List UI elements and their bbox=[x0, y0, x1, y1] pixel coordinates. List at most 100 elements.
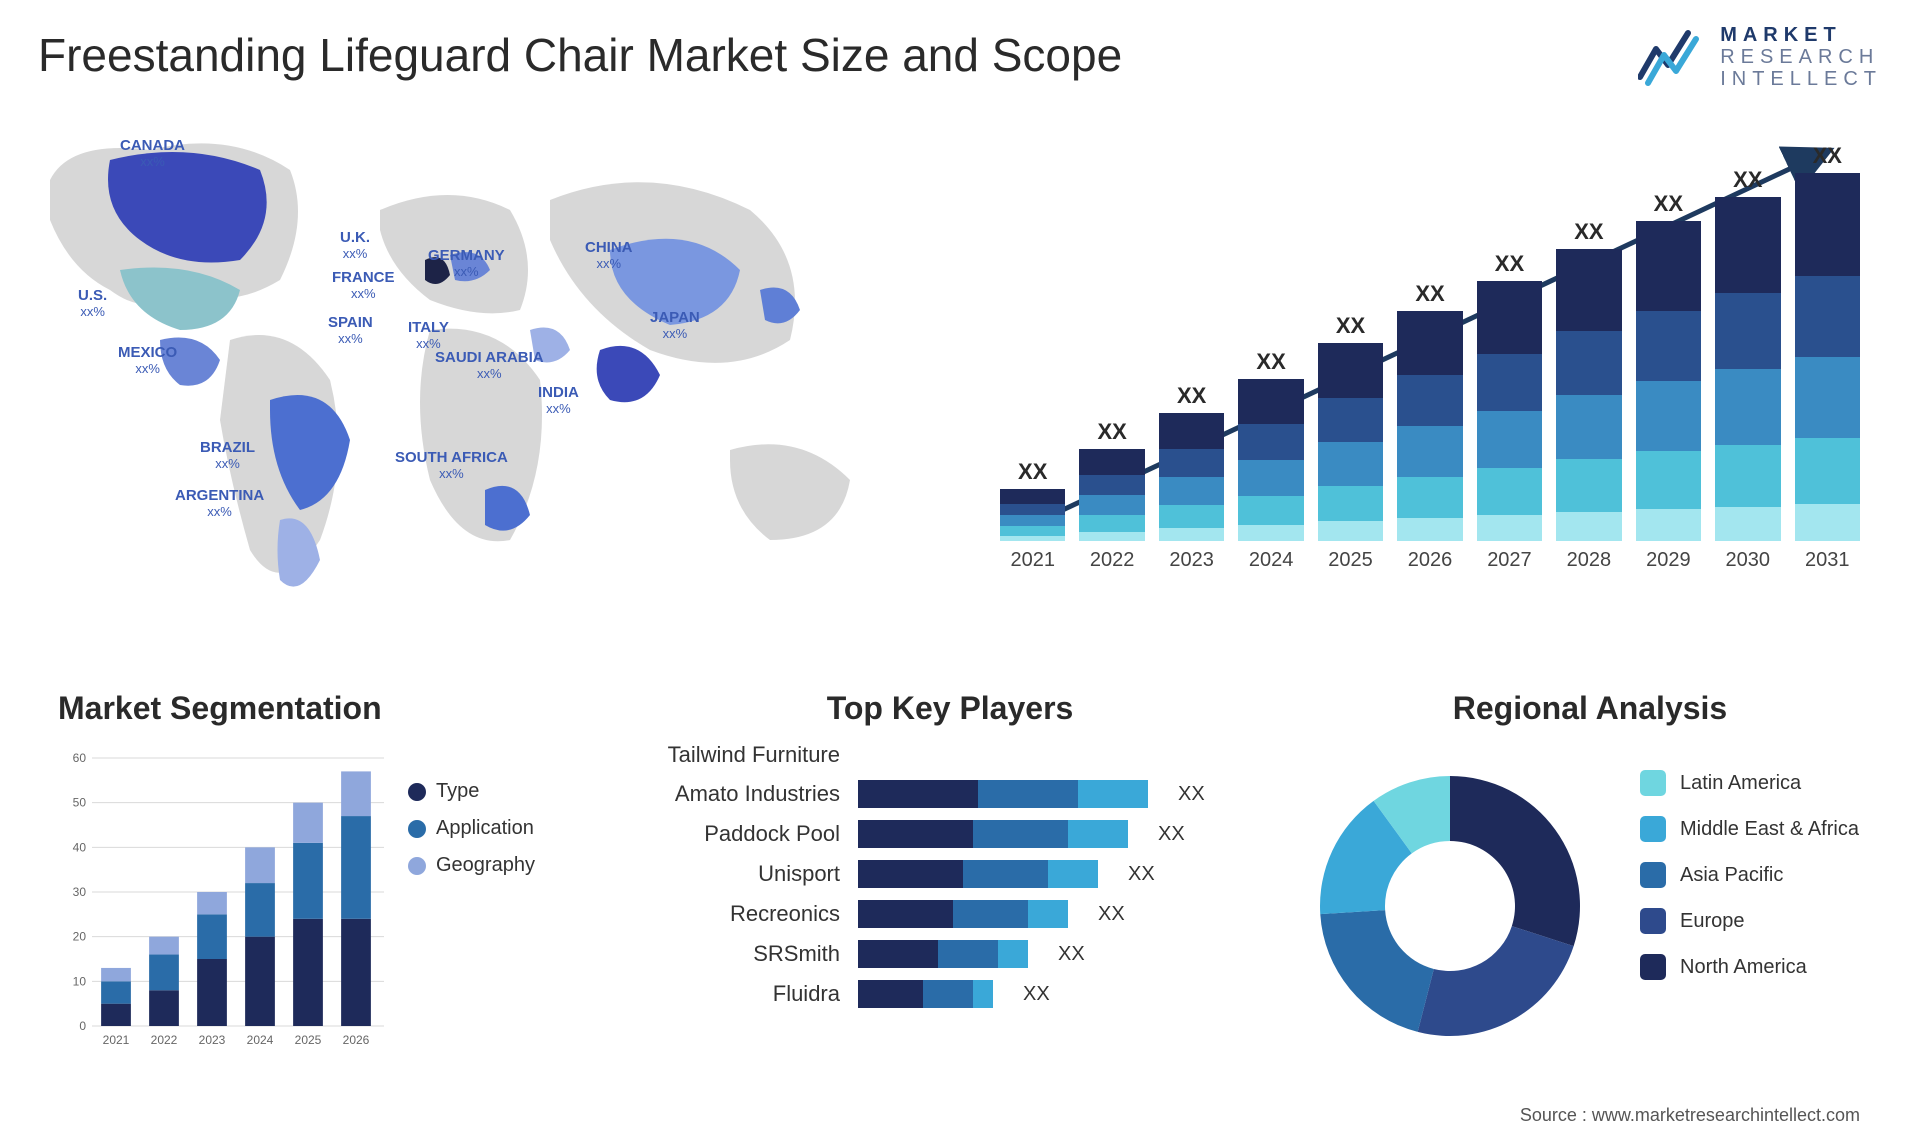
bar-value-label: XX bbox=[1654, 191, 1683, 217]
bar-segment bbox=[1397, 518, 1462, 541]
key-player-row: Tailwind Furniture bbox=[620, 742, 1280, 768]
map-label: FRANCExx% bbox=[332, 270, 395, 301]
bar-segment bbox=[1795, 357, 1860, 438]
key-player-value: XX bbox=[1128, 863, 1155, 886]
bar-year-label: 2026 bbox=[1408, 549, 1453, 572]
growth-bar: XX 2024 bbox=[1238, 349, 1303, 572]
donut-slice bbox=[1450, 776, 1580, 946]
key-player-label: Recreonics bbox=[620, 901, 840, 927]
legend-label: Asia Pacific bbox=[1680, 864, 1783, 887]
logo-text-1: MARKET bbox=[1720, 24, 1882, 46]
bar-segment bbox=[858, 900, 953, 928]
svg-text:2025: 2025 bbox=[295, 1033, 322, 1047]
bar-segment bbox=[1556, 512, 1621, 541]
bar-segment bbox=[1636, 311, 1701, 381]
key-player-label: Unisport bbox=[620, 861, 840, 887]
key-player-row: Unisport XX bbox=[620, 860, 1280, 888]
growth-bar: XX 2030 bbox=[1715, 167, 1780, 572]
page-title: Freestanding Lifeguard Chair Market Size… bbox=[38, 28, 1122, 82]
growth-bar: XX2025 bbox=[1318, 313, 1383, 572]
growth-bar: XX2027 bbox=[1477, 251, 1542, 572]
bar-segment bbox=[973, 820, 1068, 848]
key-player-label: Tailwind Furniture bbox=[620, 742, 840, 768]
key-player-bar bbox=[858, 780, 1148, 808]
bar-segment bbox=[1238, 525, 1303, 541]
map-label: SAUDI ARABIAxx% bbox=[435, 350, 544, 381]
bar-segment bbox=[858, 980, 923, 1008]
bar-segment bbox=[998, 940, 1028, 968]
bar-segment bbox=[1477, 515, 1542, 541]
donut-slice bbox=[1418, 926, 1574, 1036]
legend-label: Type bbox=[436, 780, 479, 803]
bar-segment bbox=[1079, 449, 1144, 475]
logo-icon bbox=[1638, 27, 1708, 87]
bar-segment bbox=[1000, 504, 1065, 515]
bar-value-label: XX bbox=[1098, 419, 1127, 445]
bar-value-label: XX bbox=[1256, 349, 1285, 375]
bar-value-label: XX bbox=[1574, 219, 1603, 245]
legend-item: North America bbox=[1640, 954, 1859, 980]
bar-segment bbox=[1715, 445, 1780, 507]
bar-year-label: 2031 bbox=[1805, 549, 1850, 572]
segmentation-title: Market Segmentation bbox=[58, 690, 578, 727]
bar-segment bbox=[1556, 331, 1621, 395]
bar-segment bbox=[1000, 526, 1065, 535]
bar-year-label: 2030 bbox=[1726, 549, 1771, 572]
key-player-bar bbox=[858, 900, 1068, 928]
bar-value-label: XX bbox=[1018, 459, 1047, 485]
bar-segment bbox=[1318, 521, 1383, 541]
growth-bar: XX 2029 bbox=[1636, 191, 1701, 572]
svg-text:40: 40 bbox=[73, 840, 87, 854]
bar-segment bbox=[1397, 426, 1462, 477]
svg-text:0: 0 bbox=[79, 1019, 86, 1033]
legend-item: Application bbox=[408, 817, 535, 840]
growth-bar: XX2031 bbox=[1795, 143, 1860, 572]
bar-segment bbox=[1000, 515, 1065, 526]
bar-year-label: 2024 bbox=[1249, 549, 1294, 572]
legend-item: Latin America bbox=[1640, 770, 1859, 796]
bar-year-label: 2022 bbox=[1090, 549, 1135, 572]
bar-value-label: XX bbox=[1733, 167, 1762, 193]
key-players-title: Top Key Players bbox=[620, 690, 1280, 727]
growth-bar: XX 2022 bbox=[1079, 419, 1144, 572]
svg-text:2026: 2026 bbox=[343, 1033, 370, 1047]
bar-segment bbox=[1079, 532, 1144, 541]
growth-bar: XX2028 bbox=[1556, 219, 1621, 572]
bar-segment bbox=[1795, 504, 1860, 541]
bar-segment bbox=[1397, 477, 1462, 518]
bar-segment bbox=[1556, 395, 1621, 459]
bar-segment bbox=[1159, 449, 1224, 477]
key-player-bar bbox=[858, 980, 993, 1008]
legend-swatch bbox=[1640, 954, 1666, 980]
map-label: CANADAxx% bbox=[120, 138, 185, 169]
bar-value-label: XX bbox=[1177, 383, 1206, 409]
key-player-value: XX bbox=[1158, 823, 1185, 846]
key-player-label: SRSmith bbox=[620, 941, 840, 967]
bar-segment bbox=[923, 980, 973, 1008]
bar-segment bbox=[1079, 495, 1144, 515]
bar-segment bbox=[1318, 486, 1383, 522]
bar-segment bbox=[1556, 249, 1621, 331]
map-label: U.S.xx% bbox=[78, 288, 107, 319]
world-map-svg bbox=[30, 120, 910, 660]
legend-item: Middle East & Africa bbox=[1640, 816, 1859, 842]
bar-value-label: XX bbox=[1415, 281, 1444, 307]
key-player-value: XX bbox=[1098, 903, 1125, 926]
bar-segment bbox=[1636, 221, 1701, 311]
bar-segment bbox=[1000, 489, 1065, 504]
bar-segment bbox=[1715, 293, 1780, 369]
bar-segment bbox=[1795, 173, 1860, 276]
bar-value-label: XX bbox=[1495, 251, 1524, 277]
bar-segment bbox=[1159, 413, 1224, 449]
key-player-bar bbox=[858, 940, 1028, 968]
key-player-row: SRSmithXX bbox=[620, 940, 1280, 968]
bar-segment bbox=[858, 860, 963, 888]
map-label: ARGENTINAxx% bbox=[175, 488, 264, 519]
bar-segment bbox=[1636, 451, 1701, 509]
legend-swatch bbox=[408, 857, 426, 875]
key-player-value: XX bbox=[1178, 783, 1205, 806]
logo-text-3: INTELLECT bbox=[1720, 68, 1882, 90]
bar-year-label: 2029 bbox=[1646, 549, 1691, 572]
legend-swatch bbox=[1640, 770, 1666, 796]
growth-bar: XX2021 bbox=[1000, 459, 1065, 572]
